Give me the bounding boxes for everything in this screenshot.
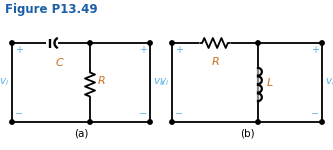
Text: (b): (b) — [240, 129, 254, 139]
Circle shape — [88, 120, 92, 124]
Text: $R$: $R$ — [97, 74, 106, 86]
Text: −: − — [15, 109, 23, 119]
Circle shape — [10, 41, 14, 45]
Circle shape — [320, 41, 324, 45]
Text: −: − — [139, 109, 147, 119]
Text: (a): (a) — [74, 129, 88, 139]
Text: −: − — [175, 109, 183, 119]
Text: +: + — [311, 45, 319, 55]
Text: +: + — [175, 45, 183, 55]
Text: −: − — [311, 109, 319, 119]
Circle shape — [256, 120, 260, 124]
Circle shape — [148, 41, 152, 45]
Text: $v_i$: $v_i$ — [159, 77, 169, 88]
Text: +: + — [139, 45, 147, 55]
Circle shape — [148, 120, 152, 124]
Circle shape — [10, 120, 14, 124]
Text: +: + — [15, 45, 23, 55]
Circle shape — [170, 120, 174, 124]
Circle shape — [320, 120, 324, 124]
Circle shape — [170, 41, 174, 45]
Text: Figure P13.49: Figure P13.49 — [5, 3, 98, 16]
Text: $R$: $R$ — [211, 55, 219, 67]
Circle shape — [88, 41, 92, 45]
Text: $v_i$: $v_i$ — [0, 77, 9, 88]
Text: $v_o$: $v_o$ — [153, 77, 165, 88]
Text: $L$: $L$ — [266, 75, 273, 87]
Text: $v_o$: $v_o$ — [325, 77, 333, 88]
Circle shape — [256, 41, 260, 45]
Text: $C$: $C$ — [55, 56, 65, 68]
